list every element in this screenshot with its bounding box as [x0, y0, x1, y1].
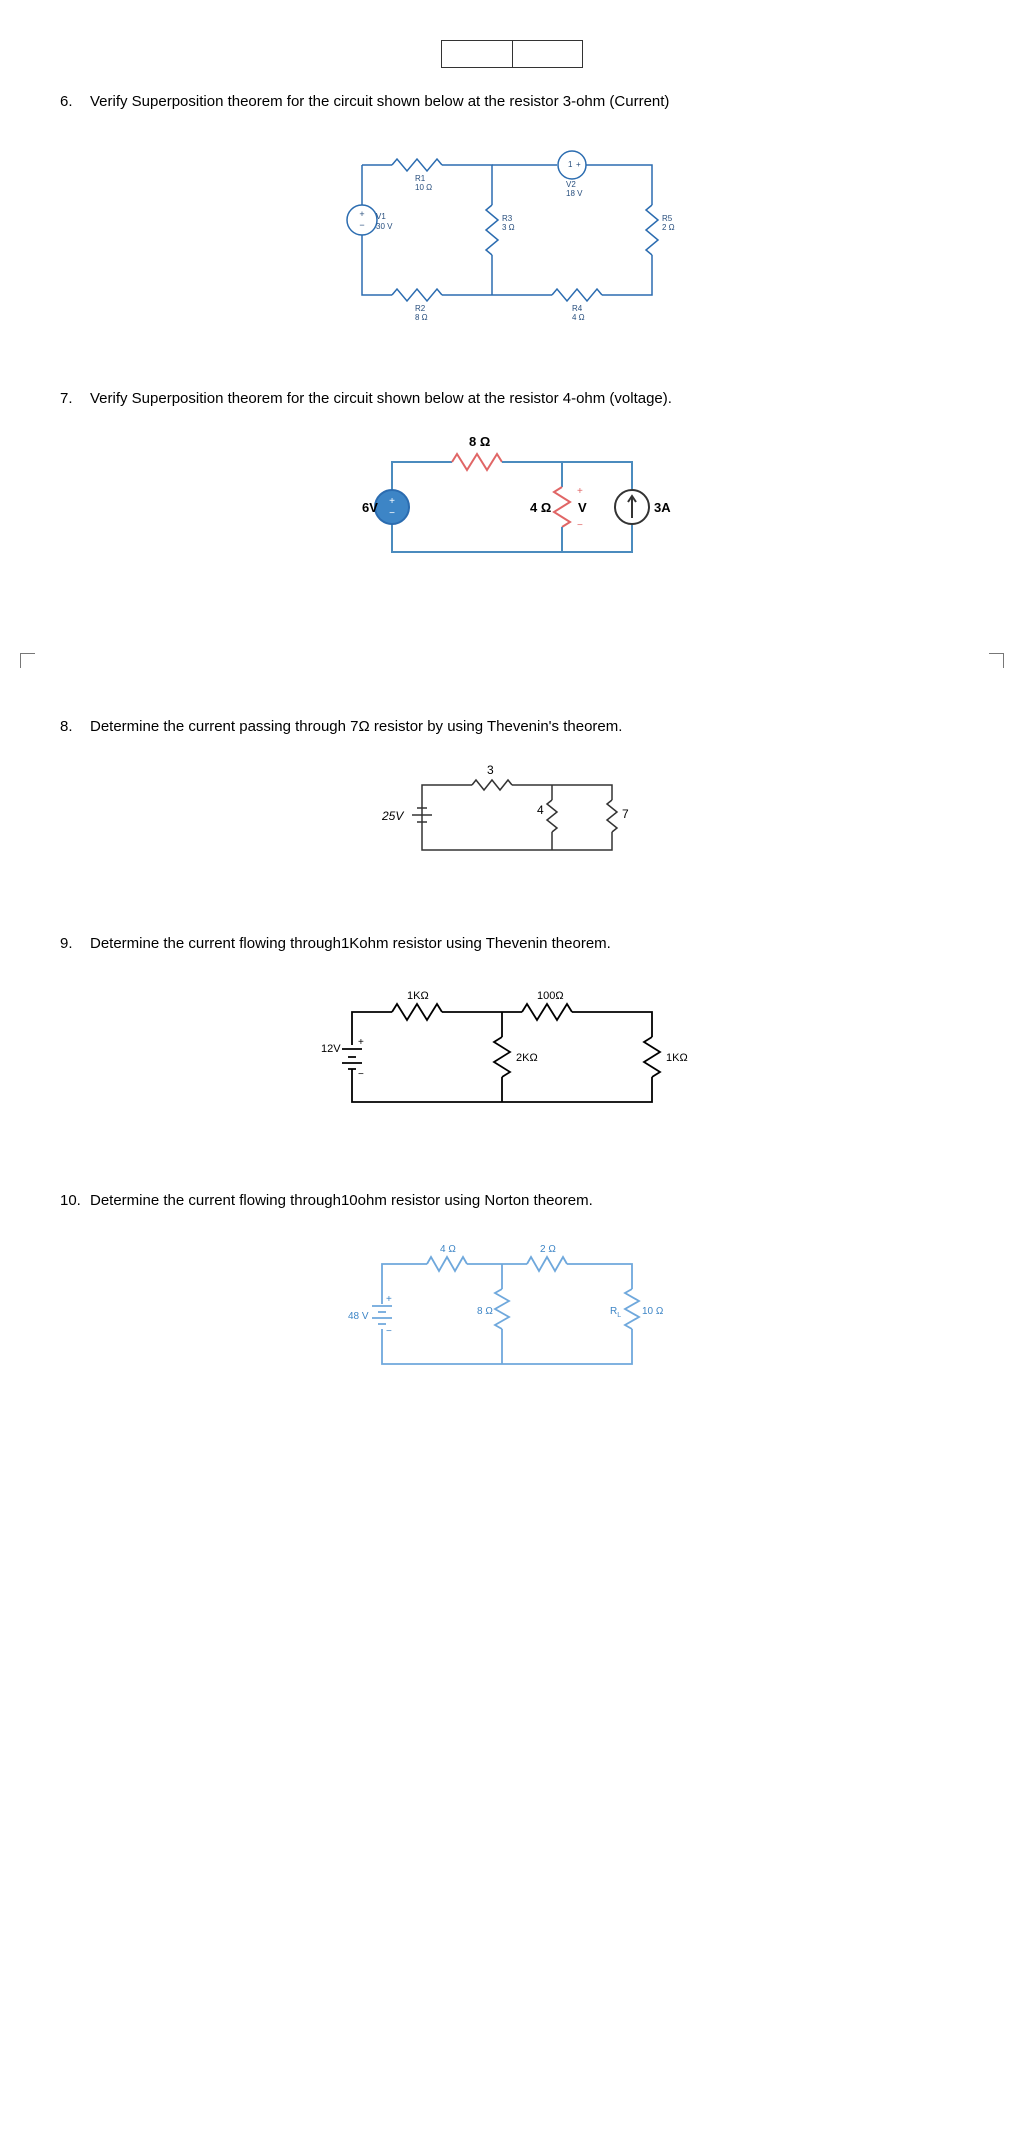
svg-text:RL: RL	[610, 1306, 621, 1319]
svg-text:1: 1	[568, 160, 573, 169]
svg-text:30 V: 30 V	[376, 222, 393, 231]
svg-text:+: +	[359, 209, 364, 219]
svg-text:10 Ω: 10 Ω	[642, 1306, 664, 1317]
question-7: 7. Verify Superposition theorem for the …	[60, 385, 964, 582]
svg-text:+: +	[386, 1294, 392, 1305]
question-9-text: 9. Determine the current flowing through…	[60, 930, 964, 957]
svg-text:−: −	[358, 1069, 364, 1080]
svg-text:R1: R1	[415, 174, 426, 183]
q8-number: 8.	[60, 713, 90, 740]
svg-text:R4: R4	[572, 304, 583, 313]
svg-text:4 Ω: 4 Ω	[530, 500, 551, 515]
q10-number: 10.	[60, 1187, 90, 1214]
svg-text:3: 3	[487, 763, 494, 777]
svg-text:+: +	[389, 496, 395, 507]
svg-text:4 Ω: 4 Ω	[440, 1244, 456, 1255]
svg-text:7: 7	[622, 807, 629, 821]
svg-text:8 Ω: 8 Ω	[415, 313, 428, 322]
q6-number: 6.	[60, 88, 90, 115]
svg-text:10 Ω: 10 Ω	[415, 183, 432, 192]
question-6: 6. Verify Superposition theorem for the …	[60, 88, 964, 325]
q9-circuit: 12V + − 1KΩ 100Ω 2KΩ 1KΩ	[60, 977, 964, 1127]
svg-text:V2: V2	[566, 180, 576, 189]
svg-text:3A: 3A	[654, 500, 671, 515]
q8-body: Determine the current passing through 7Ω…	[90, 713, 964, 740]
svg-text:48 V: 48 V	[348, 1311, 369, 1322]
svg-text:4 Ω: 4 Ω	[572, 313, 585, 322]
svg-text:1KΩ: 1KΩ	[407, 990, 429, 1002]
svg-text:1KΩ: 1KΩ	[666, 1052, 688, 1064]
svg-text:R5: R5	[662, 214, 673, 223]
svg-text:−: −	[386, 1326, 392, 1337]
question-10-text: 10. Determine the current flowing throug…	[60, 1187, 964, 1214]
question-6-text: 6. Verify Superposition theorem for the …	[60, 88, 964, 115]
q7-circuit: + − 6V 8 Ω 4 Ω + V − 3A	[60, 432, 964, 582]
question-9: 9. Determine the current flowing through…	[60, 930, 964, 1127]
svg-text:R2: R2	[415, 304, 426, 313]
page-break-marker	[0, 642, 1024, 683]
svg-text:+: +	[358, 1037, 364, 1048]
svg-text:100Ω: 100Ω	[537, 990, 564, 1002]
svg-text:+: +	[576, 160, 581, 169]
svg-text:2KΩ: 2KΩ	[516, 1052, 538, 1064]
svg-text:2 Ω: 2 Ω	[662, 223, 675, 232]
question-8-text: 8. Determine the current passing through…	[60, 713, 964, 740]
q9-body: Determine the current flowing through1Ko…	[90, 930, 964, 957]
svg-text:12V: 12V	[321, 1043, 341, 1055]
svg-text:R3: R3	[502, 214, 513, 223]
svg-text:2 Ω: 2 Ω	[540, 1244, 556, 1255]
svg-text:4: 4	[537, 803, 544, 817]
svg-text:8 Ω: 8 Ω	[469, 434, 490, 449]
q6-circuit: + − 1 + V1 30 V R1 10 Ω R3 3 Ω R2 8 Ω V2…	[60, 135, 964, 325]
q9-number: 9.	[60, 930, 90, 957]
q8-circuit: 25V 3 4 7	[60, 760, 964, 870]
svg-text:−: −	[389, 508, 395, 519]
svg-text:25V: 25V	[381, 809, 404, 823]
question-8: 8. Determine the current passing through…	[60, 713, 964, 870]
svg-text:6V: 6V	[362, 500, 378, 515]
q7-body: Verify Superposition theorem for the cir…	[90, 385, 964, 412]
svg-text:−: −	[577, 520, 583, 531]
question-10: 10. Determine the current flowing throug…	[60, 1187, 964, 1394]
svg-text:+: +	[577, 486, 583, 497]
svg-text:18 V: 18 V	[566, 189, 583, 198]
svg-text:8 Ω: 8 Ω	[477, 1306, 493, 1317]
q10-circuit: + − 48 V 4 Ω 2 Ω 8 Ω RL 10 Ω	[60, 1234, 964, 1394]
svg-text:−: −	[359, 220, 364, 230]
q7-number: 7.	[60, 385, 90, 412]
q10-body: Determine the current flowing through10o…	[90, 1187, 964, 1214]
svg-text:V1: V1	[376, 212, 386, 221]
svg-text:V: V	[578, 500, 587, 515]
question-7-text: 7. Verify Superposition theorem for the …	[60, 385, 964, 412]
q6-body: Verify Superposition theorem for the cir…	[90, 88, 964, 115]
svg-text:3 Ω: 3 Ω	[502, 223, 515, 232]
header-table-fragment	[441, 40, 583, 68]
